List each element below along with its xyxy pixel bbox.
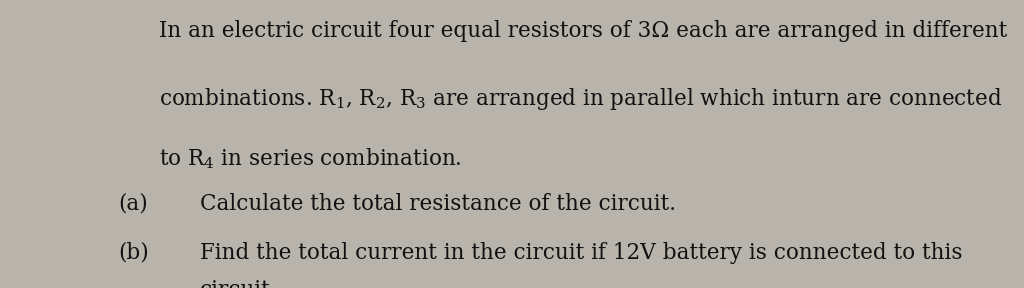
Text: circuit.: circuit. — [200, 279, 278, 288]
Text: (a): (a) — [118, 193, 147, 215]
Text: (b): (b) — [118, 242, 148, 264]
Text: Calculate the total resistance of the circuit.: Calculate the total resistance of the ci… — [200, 193, 676, 215]
Text: combinations. $\mathregular{R_1}$, $\mathregular{R_2}$, $\mathregular{R_3}$ are : combinations. $\mathregular{R_1}$, $\mat… — [159, 86, 1002, 112]
Text: to $\mathregular{R_4}$ in series combination.: to $\mathregular{R_4}$ in series combina… — [159, 147, 462, 171]
Text: In an electric circuit four equal resistors of 3Ω each are arranged in different: In an electric circuit four equal resist… — [159, 20, 1007, 42]
Text: Find the total current in the circuit if 12V battery is connected to this: Find the total current in the circuit if… — [200, 242, 963, 264]
